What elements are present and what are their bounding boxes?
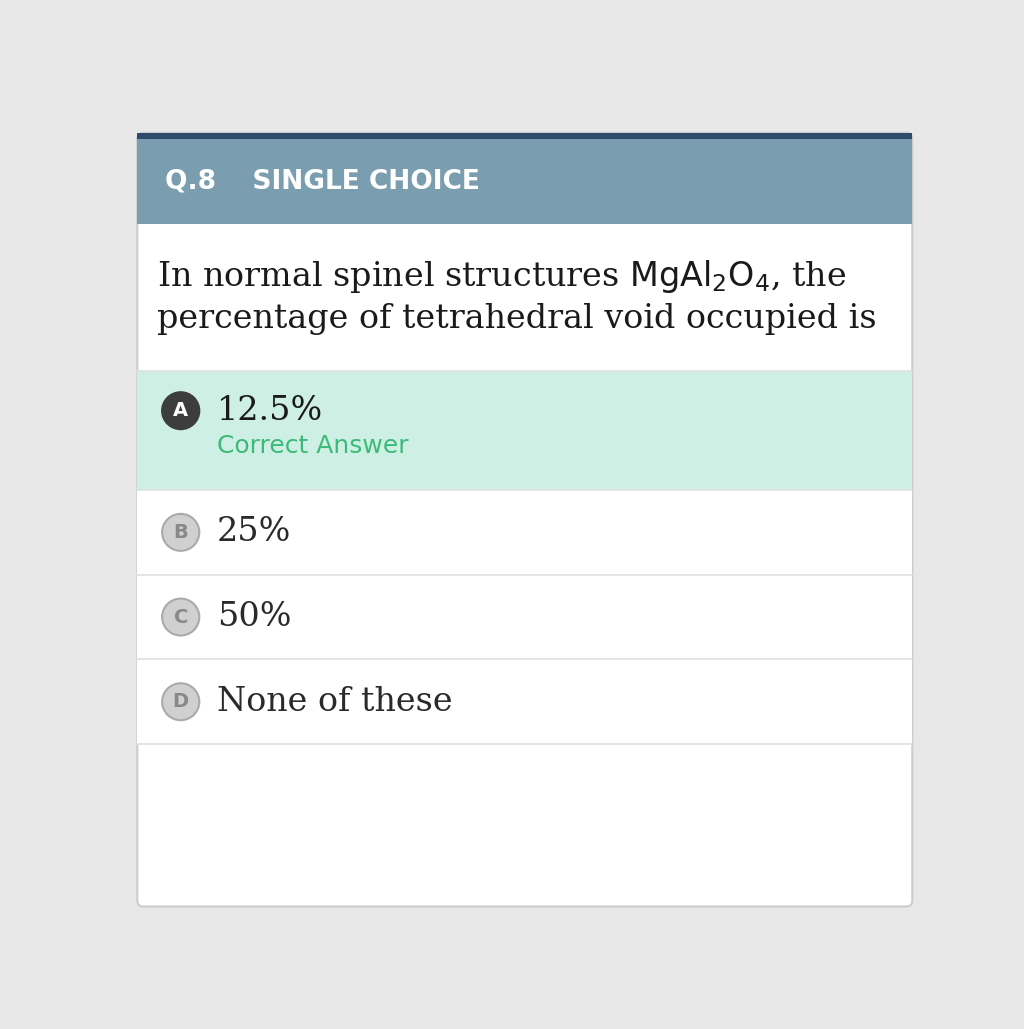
- Text: C: C: [173, 607, 187, 627]
- Text: None of these: None of these: [217, 685, 453, 718]
- Text: 50%: 50%: [217, 601, 292, 633]
- Circle shape: [162, 683, 200, 720]
- Bar: [137, 133, 912, 139]
- Text: Correct Answer: Correct Answer: [217, 434, 409, 458]
- Bar: [137, 139, 912, 223]
- Text: 25%: 25%: [217, 517, 292, 548]
- Bar: [137, 370, 912, 490]
- Text: D: D: [173, 693, 188, 711]
- Text: 12.5%: 12.5%: [217, 395, 324, 427]
- Bar: [137, 575, 912, 660]
- FancyBboxPatch shape: [137, 133, 912, 907]
- Text: B: B: [173, 523, 188, 542]
- Text: A: A: [173, 401, 188, 420]
- Circle shape: [162, 513, 200, 551]
- Text: In normal spinel structures $\mathrm{MgAl_2O_4}$, the: In normal spinel structures $\mathrm{MgA…: [158, 258, 847, 295]
- Text: Q.8    SINGLE CHOICE: Q.8 SINGLE CHOICE: [165, 168, 480, 194]
- Bar: [137, 660, 912, 744]
- Circle shape: [162, 392, 200, 429]
- Text: percentage of tetrahedral void occupied is: percentage of tetrahedral void occupied …: [158, 303, 878, 334]
- Circle shape: [162, 599, 200, 636]
- Bar: [137, 490, 912, 575]
